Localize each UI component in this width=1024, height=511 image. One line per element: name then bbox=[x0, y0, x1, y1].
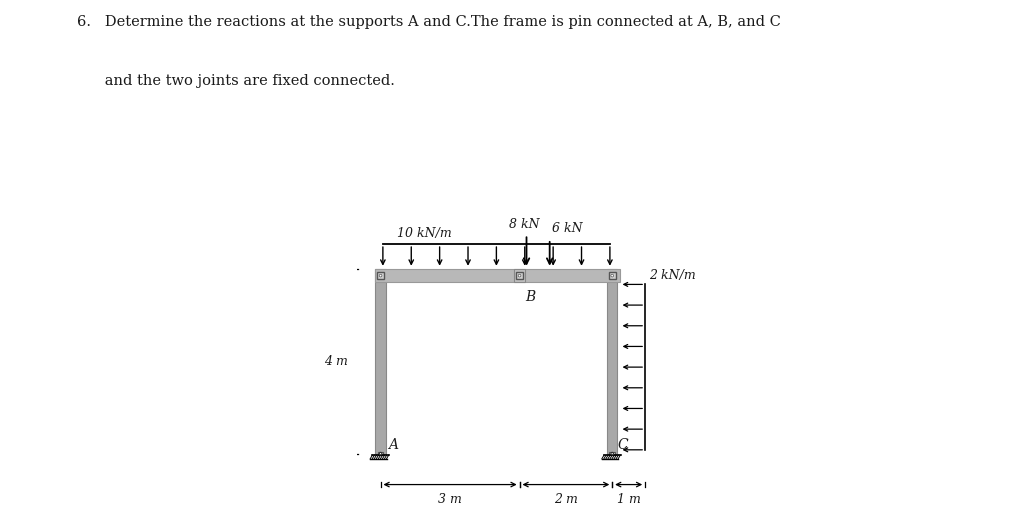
Text: A: A bbox=[388, 438, 398, 452]
Text: 8 kN: 8 kN bbox=[509, 218, 540, 230]
Bar bbox=[609, 452, 615, 455]
Text: 10 kN/m: 10 kN/m bbox=[396, 227, 452, 240]
Text: 3 m: 3 m bbox=[438, 493, 462, 506]
Bar bbox=[376, 269, 386, 454]
Circle shape bbox=[611, 452, 613, 455]
Circle shape bbox=[379, 274, 382, 277]
Circle shape bbox=[518, 274, 521, 277]
Bar bbox=[516, 272, 523, 280]
Text: 6 kN: 6 kN bbox=[552, 222, 583, 235]
Text: 4 m: 4 m bbox=[325, 355, 348, 368]
Circle shape bbox=[611, 274, 613, 277]
Text: 6.   Determine the reactions at the supports A and C.The frame is pin connected : 6. Determine the reactions at the suppor… bbox=[77, 15, 780, 29]
Bar bbox=[607, 269, 617, 454]
Circle shape bbox=[379, 452, 382, 455]
Text: B: B bbox=[525, 290, 536, 305]
Text: 2 m: 2 m bbox=[554, 493, 578, 506]
Bar bbox=[376, 269, 620, 282]
Bar bbox=[514, 269, 524, 282]
Text: and the two joints are fixed connected.: and the two joints are fixed connected. bbox=[77, 74, 394, 88]
Bar bbox=[608, 272, 615, 280]
Text: C: C bbox=[617, 437, 629, 452]
Bar bbox=[378, 452, 383, 455]
Bar bbox=[377, 272, 384, 280]
Text: 2 kN/m: 2 kN/m bbox=[649, 269, 695, 282]
Text: 1 m: 1 m bbox=[616, 493, 641, 506]
